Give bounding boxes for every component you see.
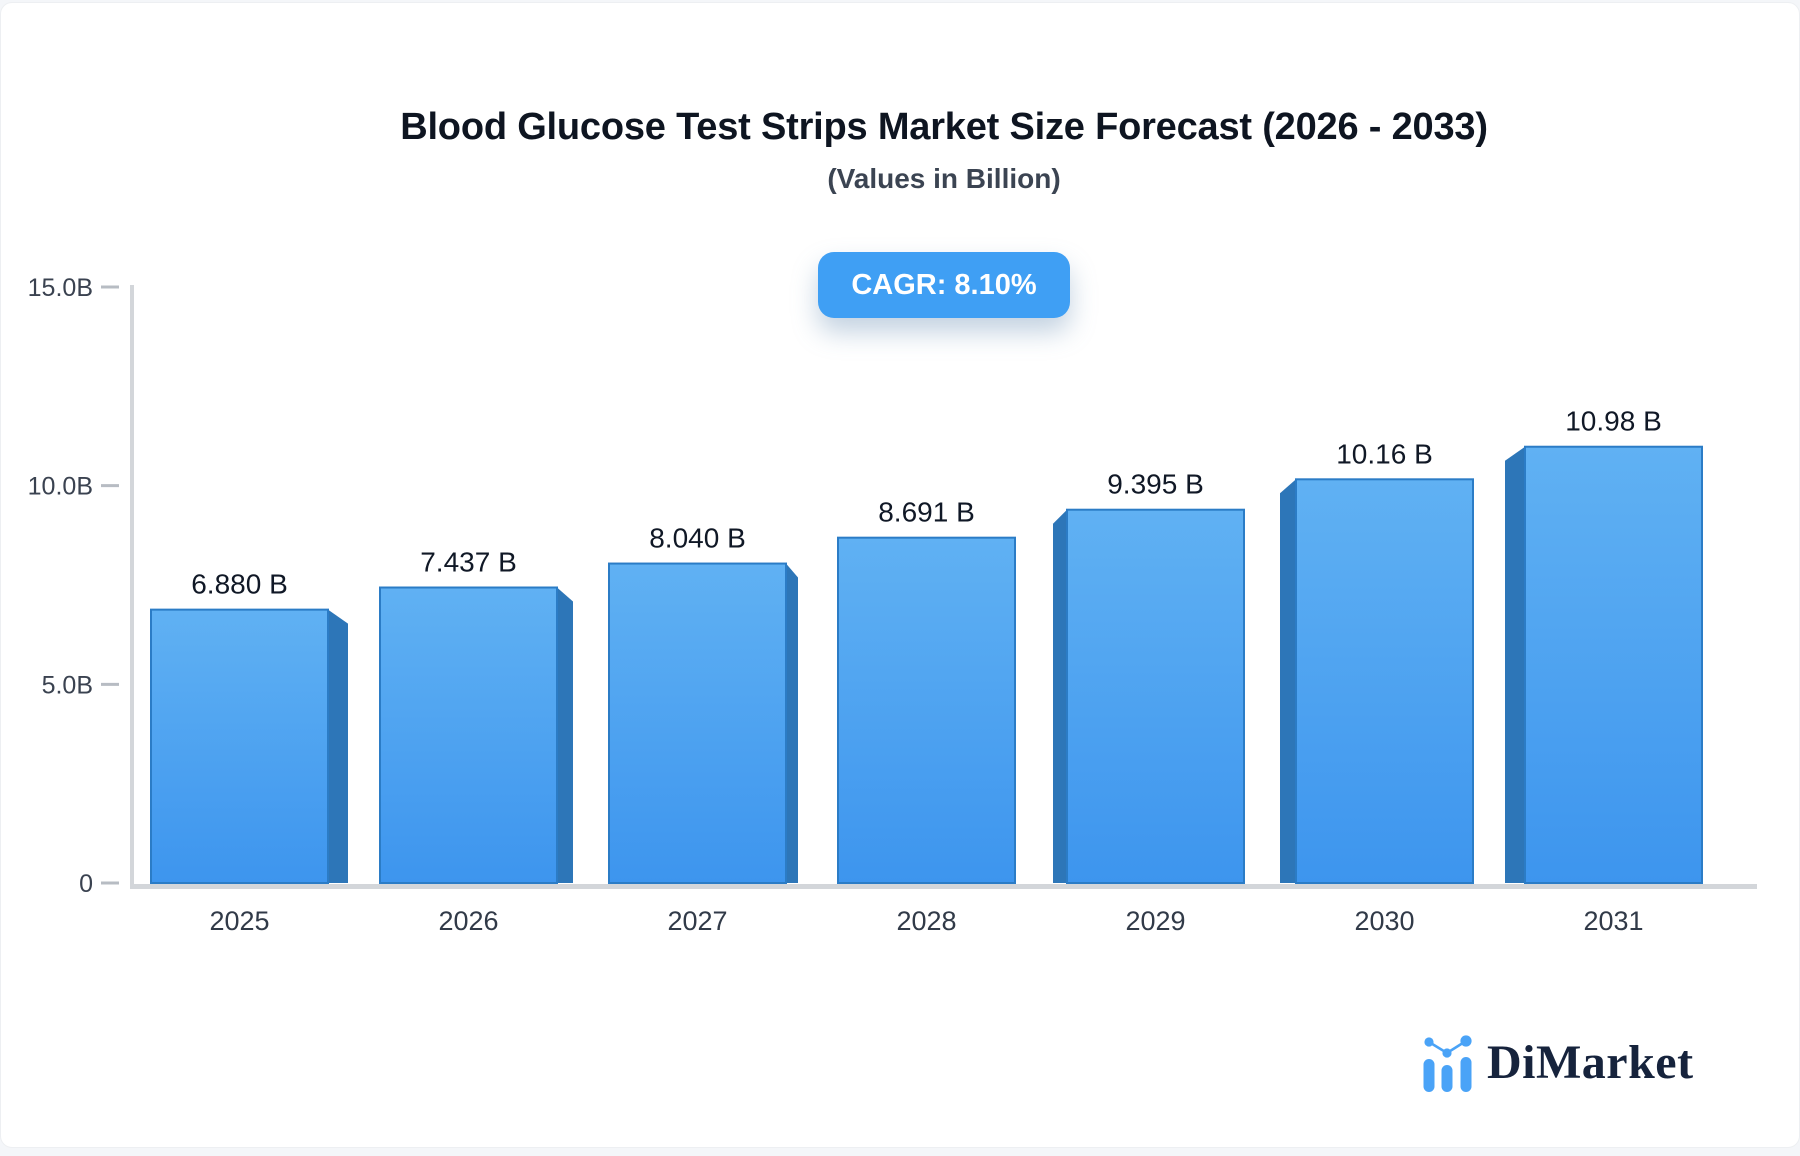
bar-front-face [837,536,1016,884]
bar-group-2026: 7.437 B [379,547,573,884]
y-tick-label: 0 [79,870,93,898]
x-axis-label: 2029 [1125,906,1185,936]
bar-value-label: 10.16 B [1336,438,1433,469]
x-axis-label: 2026 [438,906,498,936]
bar-front-face [150,608,329,884]
x-axis-label: 2028 [896,906,956,936]
bar-front-face [379,586,558,884]
bar-side-face [557,587,573,883]
bar-front-face [1524,445,1703,884]
bar-group-2028: 8.691 B [837,497,1016,884]
x-axis-label: 2030 [1354,906,1414,936]
bar-value-label: 9.395 B [1107,469,1204,500]
brand-logo: DiMarket [1420,1034,1694,1092]
bar-group-2030: 10.16 B [1280,438,1474,884]
bar-value-label: 10.98 B [1565,406,1662,437]
y-tick-label: 10.0B [28,473,93,501]
bar-group-2029: 9.395 B [1053,469,1245,884]
bar-value-label: 6.880 B [191,569,288,600]
bar-value-label: 8.691 B [878,497,975,528]
bar-side-face [1053,509,1067,883]
bar-front-face [1295,478,1474,884]
x-axis-label: 2031 [1583,906,1643,936]
bar-value-label: 8.040 B [649,523,746,554]
dimarket-logo-icon [1423,1035,1472,1092]
y-tick-label: 15.0B [28,274,93,302]
bar-front-face [608,562,787,884]
brand-name: DiMarket [1487,1036,1694,1089]
bar-group-2027: 8.040 B [608,523,798,884]
bar-side-face [1505,446,1525,883]
bar-group-2025: 6.880 B [150,569,348,884]
bar-group-2031: 10.98 B [1505,406,1703,884]
bar-side-face [786,563,798,883]
y-tick-label: 5.0B [42,671,93,699]
bar-side-face [1280,479,1296,883]
bar-front-face [1066,508,1245,884]
bar-side-face [328,609,348,883]
x-axis-label: 2027 [667,906,727,936]
bar-value-label: 7.437 B [420,547,517,578]
x-axis-label: 2025 [209,906,269,936]
